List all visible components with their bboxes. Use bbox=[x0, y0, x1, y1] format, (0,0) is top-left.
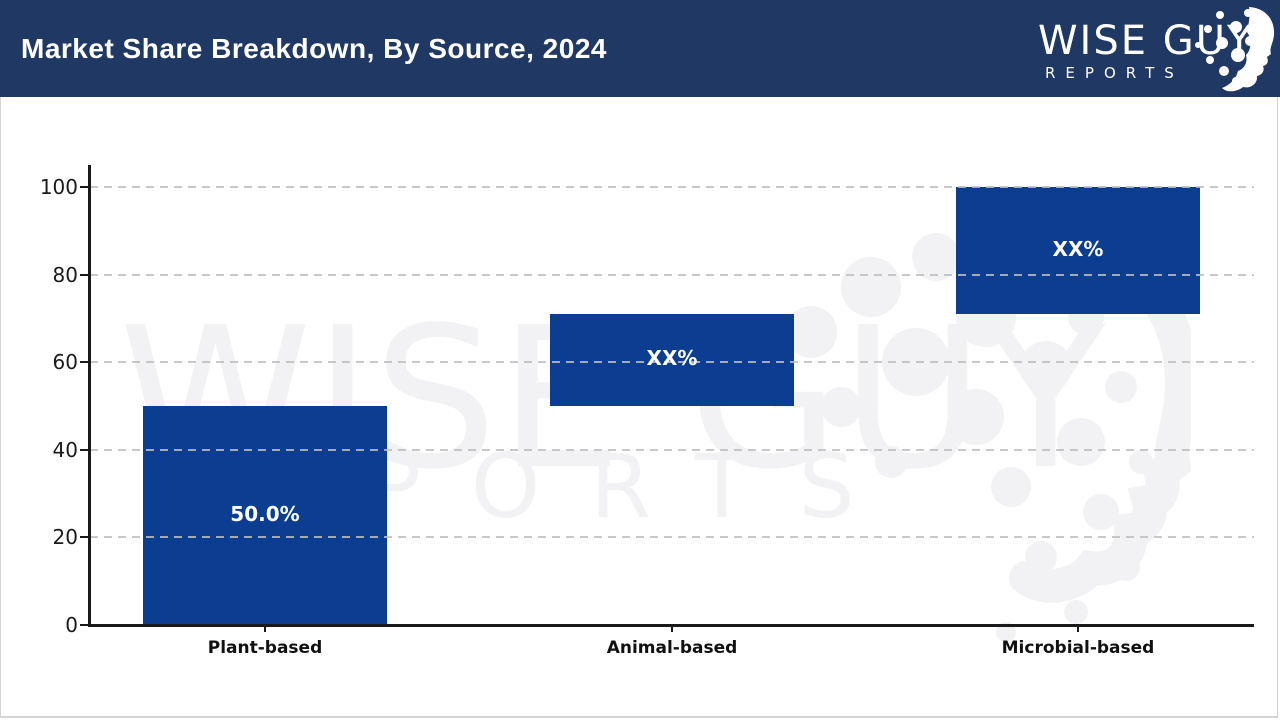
wiseguy-face-icon bbox=[1195, 7, 1275, 92]
y-tick-100 bbox=[80, 186, 88, 188]
plot-area: 50.0% XX% XX% 0 20 40 60 80 100 Plant-based Animal… bbox=[1, 97, 1277, 716]
y-tick-label-100: 100 bbox=[39, 175, 78, 199]
bar-value-label-microbial-based: XX% bbox=[1052, 236, 1104, 261]
gridline-80 bbox=[90, 273, 1254, 276]
bar-value-label-plant-based: 50.0% bbox=[230, 501, 300, 526]
bar-plant-based bbox=[143, 406, 387, 625]
y-axis-line bbox=[88, 165, 91, 627]
header-bar: Market Share Breakdown, By Source, 2024 … bbox=[0, 0, 1280, 97]
y-tick-0 bbox=[80, 624, 88, 626]
x-tick-label-plant-based: Plant-based bbox=[207, 638, 323, 658]
gridline-100 bbox=[90, 186, 1254, 188]
chart-canvas: WISE GUY REPORTS 50.0% XX% XX% 0 20 40 60 80 100… bbox=[0, 97, 1278, 718]
x-tick-microbial-based bbox=[1077, 625, 1079, 632]
gridline-60 bbox=[90, 361, 1254, 364]
y-tick-label-20: 20 bbox=[52, 525, 78, 550]
y-tick-label-0: 0 bbox=[65, 613, 78, 637]
y-tick-60 bbox=[80, 361, 88, 364]
wiseguy-logo: WISE GUY REPORTS bbox=[1038, 20, 1253, 82]
y-tick-label-40: 40 bbox=[52, 437, 78, 462]
x-tick-label-microbial-based: Microbial-based bbox=[1001, 638, 1155, 658]
x-tick-plant-based bbox=[264, 625, 266, 632]
logo-subtitle: REPORTS bbox=[1045, 64, 1184, 82]
gridline-20 bbox=[90, 536, 1254, 539]
y-tick-80 bbox=[80, 273, 88, 276]
gridline-40 bbox=[90, 448, 1254, 451]
bar-animal-based bbox=[550, 314, 794, 406]
x-tick-animal-based bbox=[671, 625, 673, 632]
chart-title: Market Share Breakdown, By Source, 2024 bbox=[21, 33, 607, 64]
y-tick-40 bbox=[80, 448, 88, 451]
x-tick-label-animal-based: Animal-based bbox=[606, 638, 738, 658]
y-tick-20 bbox=[80, 536, 88, 539]
logo-wordmark: WISE GUY bbox=[1038, 18, 1254, 64]
bar-value-label-animal-based: XX% bbox=[646, 346, 698, 370]
y-tick-label-80: 80 bbox=[52, 262, 78, 287]
bar-microbial-based bbox=[956, 187, 1200, 315]
y-tick-label-60: 60 bbox=[52, 350, 78, 375]
x-axis-line bbox=[88, 624, 1254, 627]
